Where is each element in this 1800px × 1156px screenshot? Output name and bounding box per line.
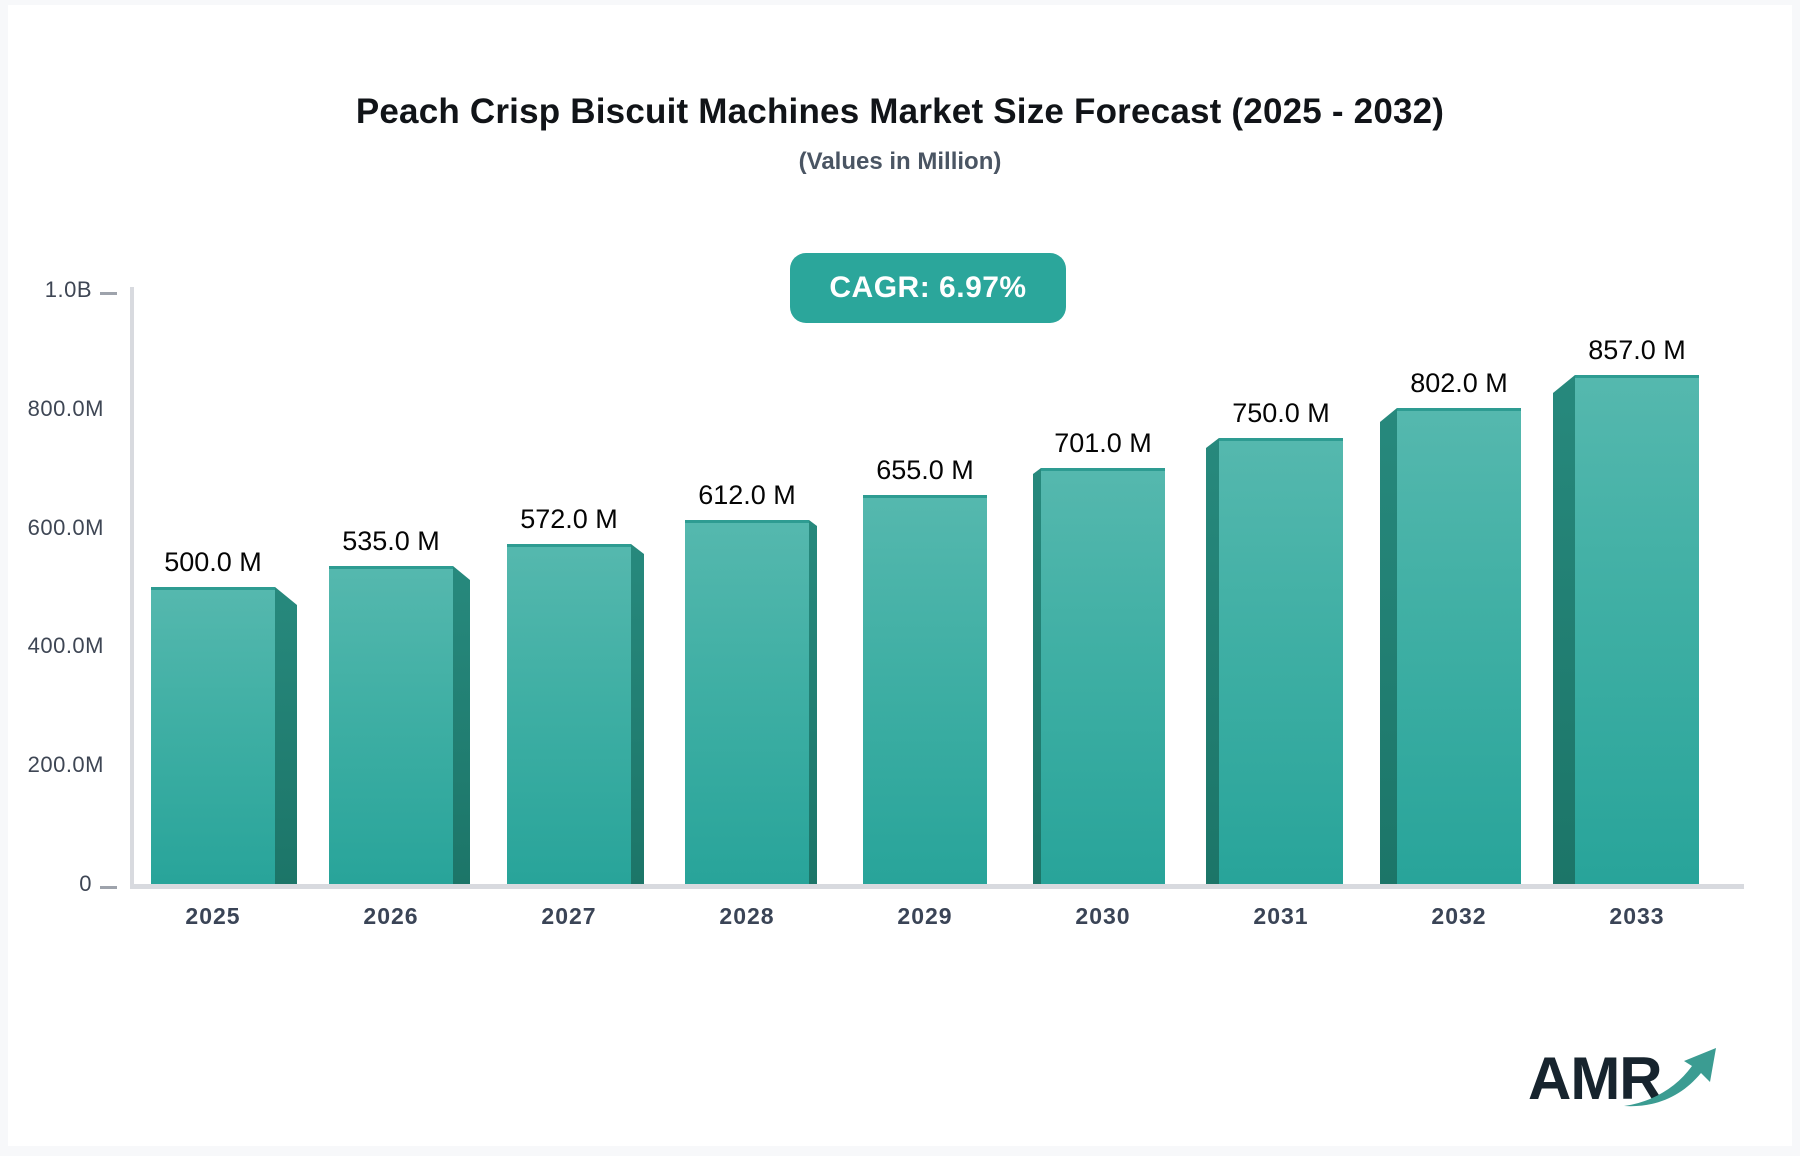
x-axis-label-2025: 2025 — [185, 903, 241, 929]
y-axis-tick-label: 0 — [79, 871, 92, 896]
x-axis-label-2030: 2030 — [1075, 903, 1131, 929]
x-axis-label-2027: 2027 — [541, 903, 597, 929]
brand-logo-text: AMR — [1528, 1045, 1663, 1112]
bar-value-label: 535.0 M — [342, 526, 440, 556]
y-axis-tick-label: 1.0B — [44, 277, 92, 302]
y-axis-line — [130, 287, 134, 889]
bar-2028[interactable] — [685, 520, 809, 884]
x-axis-label-2026: 2026 — [363, 903, 419, 929]
bar-side-2031 — [1206, 438, 1219, 884]
bar-value-label: 750.0 M — [1232, 398, 1330, 428]
chart-title: Peach Crisp Biscuit Machines Market Size… — [355, 92, 1445, 131]
bar-2033[interactable] — [1575, 375, 1699, 884]
cagr-badge-label: CAGR: 6.97% — [829, 271, 1027, 304]
bar-value-label: 612.0 M — [698, 480, 796, 510]
bar-2032[interactable] — [1397, 408, 1521, 884]
x-axis-label-2033: 2033 — [1609, 903, 1665, 929]
bar-side-2026 — [453, 566, 470, 884]
x-axis-label-2029: 2029 — [897, 903, 953, 929]
y-axis-tick-label: 400.0M — [27, 633, 104, 659]
bar-value-label: 655.0 M — [876, 455, 974, 485]
x-axis-label-2031: 2031 — [1253, 903, 1309, 929]
y-axis-tick-mark — [100, 886, 117, 889]
bar-side-2032 — [1380, 408, 1397, 884]
bar-side-2033 — [1553, 375, 1575, 884]
cagr-badge: CAGR: 6.97% — [790, 253, 1066, 323]
growth-arrow-icon — [1624, 1048, 1716, 1107]
y-axis-tick-label: 800.0M — [27, 395, 104, 421]
x-axis-line — [130, 884, 1744, 889]
y-axis-tick-mark — [100, 292, 117, 295]
bar-2029[interactable] — [863, 495, 987, 884]
bar-value-label: 500.0 M — [164, 547, 262, 577]
bar-side-2028 — [809, 520, 817, 884]
bar-value-label: 572.0 M — [520, 504, 618, 534]
bar-2030[interactable] — [1041, 468, 1165, 884]
bar-2027[interactable] — [507, 544, 631, 884]
bar-2031[interactable] — [1219, 438, 1343, 884]
bar-value-label: 802.0 M — [1410, 368, 1508, 398]
y-axis-tick-label: 200.0M — [27, 752, 104, 778]
x-axis-label-2032: 2032 — [1431, 903, 1487, 929]
brand-logo: AMR — [1528, 1038, 1728, 1118]
x-axis-label-2028: 2028 — [719, 903, 775, 929]
bar-side-2030 — [1033, 468, 1041, 884]
chart-subtitle: (Values in Million) — [798, 148, 1002, 175]
bar-2025[interactable] — [151, 587, 275, 884]
bar-side-2027 — [631, 544, 644, 884]
bar-2026[interactable] — [329, 566, 453, 884]
bar-side-2025 — [275, 587, 297, 884]
bar-value-label: 701.0 M — [1054, 428, 1152, 458]
bar-value-label: 857.0 M — [1588, 335, 1686, 365]
y-axis-tick-label: 600.0M — [27, 514, 104, 540]
